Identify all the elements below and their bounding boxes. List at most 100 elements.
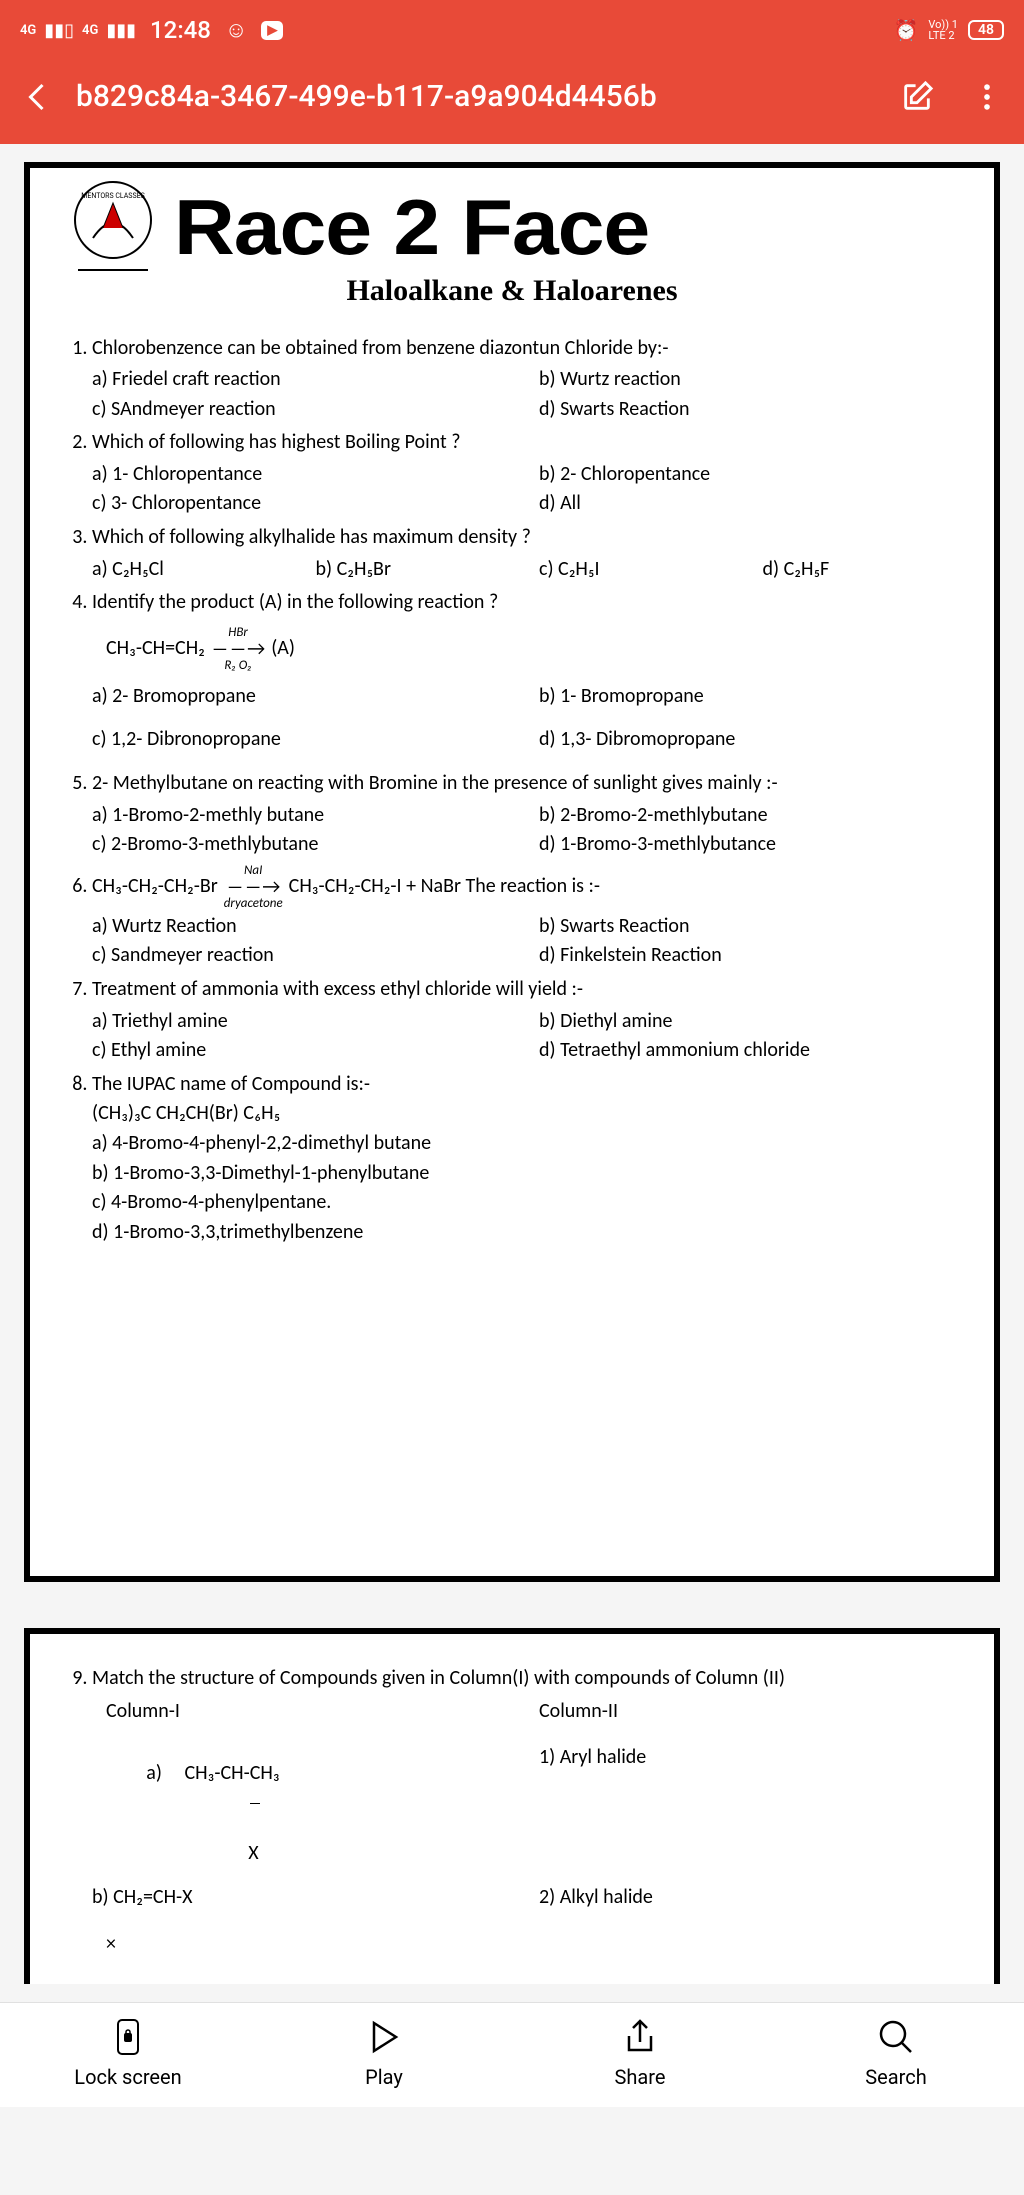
question-5: 2- Methylbutane on reacting with Bromine… [92, 769, 966, 860]
edit-icon[interactable] [900, 80, 934, 114]
youtube-icon: ▶ [261, 21, 283, 40]
play-button[interactable]: Play [256, 2017, 512, 2089]
q9-col2: Column-II [539, 1697, 966, 1727]
battery-level: 48 [968, 20, 1004, 40]
svg-text:MENTORS CLASSES: MENTORS CLASSES [81, 192, 145, 200]
q9-a-formula: a) CH₃-CH-CH₃ [146, 1761, 279, 1785]
question-2: Which of following has highest Boiling P… [92, 428, 966, 519]
share-icon [620, 2017, 660, 2057]
q9-row-a-left: a) CH₃-CH-CH₃ X [92, 1743, 519, 1883]
document-page-1: MENTORS CLASSES Race 2 Face Haloalkane &… [24, 162, 1000, 1582]
q5-opt-d: d) 1-Bromo-3-methlybutance [539, 830, 966, 860]
more-icon[interactable] [970, 80, 1004, 114]
q4-product: (A) [271, 634, 295, 664]
q8-stem: The IUPAC name of Compound is:- [92, 1072, 370, 1096]
q1-stem: Chlorobenzence can be obtained from benz… [92, 336, 668, 360]
chapter-subtitle: Haloalkane & Haloarenes [58, 274, 966, 308]
question-6: CH₃-CH₂-CH₂-Br NaI ――→ dryacetone CH₃-CH… [92, 864, 966, 971]
q5-opt-c: c) 2-Bromo-3-methlybutane [92, 830, 519, 860]
question-7: Treatment of ammonia with excess ethyl c… [92, 975, 966, 1066]
signal-1: 4G [20, 23, 36, 38]
q4-opt-b: b) 1- Bromopropane [539, 682, 966, 712]
question-9: Match the structure of Compounds given i… [92, 1664, 966, 1960]
q2-opt-c: c) 3- Chloropentance [92, 489, 519, 519]
q8-opt-d: d) 1-Bromo-3,3,trimethylbenzene [92, 1218, 966, 1248]
q8-molecule: (CH₃)₃C CH₂CH(Br) C₆H₅ [92, 1099, 966, 1129]
q7-opt-b: b) Diethyl amine [539, 1007, 966, 1037]
back-icon[interactable] [20, 79, 56, 115]
q3-stem: Which of following alkylhalide has maxim… [92, 525, 531, 549]
document-viewport[interactable]: MENTORS CLASSES Race 2 Face Haloalkane &… [0, 144, 1024, 2002]
play-label: Play [365, 2065, 403, 2089]
q1-opt-d: d) Swarts Reaction [539, 395, 966, 425]
document-page-2: Match the structure of Compounds given i… [24, 1628, 1000, 1984]
q8-opt-a: a) 4-Bromo-4-phenyl-2,2-dimethyl butane [92, 1129, 966, 1159]
q7-opt-c: c) Ethyl amine [92, 1036, 519, 1066]
q3-opt-b: b) C₂H₅Br [316, 555, 520, 585]
q4-reaction: CH₃-CH=CH₂ HBr ――→ R₂ O₂ (A) [106, 626, 966, 672]
network-label: Vo)) 1 LTE 2 [928, 19, 958, 41]
q1-opt-c: c) SAndmeyer reaction [92, 395, 519, 425]
q8-opt-c: c) 4-Bromo-4-phenylpentane. [92, 1188, 966, 1218]
reaction-arrow-icon: HBr ――→ R₂ O₂ [211, 626, 265, 672]
play-icon [364, 2017, 404, 2057]
search-label: Search [865, 2065, 926, 2089]
q9-col1: Column-I [106, 1697, 519, 1727]
q3-opt-c: c) C₂H₅I [539, 555, 743, 585]
question-list-2: Match the structure of Compounds given i… [58, 1664, 966, 1960]
q9-row-a-right: 1) Aryl halide [539, 1743, 966, 1773]
q2-opt-b: b) 2- Chloropentance [539, 460, 966, 490]
signal-2: 4G [82, 23, 98, 38]
q4-opt-c: c) 1,2- Dibronopropane [92, 725, 519, 755]
q7-opt-a: a) Triethyl amine [92, 1007, 519, 1037]
status-bar: 4G ▮▮▯ 4G ▮▮▮ 12:48 ☺ ▶ ⏰ Vo)) 1 LTE 2 4… [0, 0, 1024, 60]
q2-opt-a: a) 1- Chloropentance [92, 460, 519, 490]
question-3: Which of following alkylhalide has maxim… [92, 523, 966, 584]
document-title: b829c84a-3467-499e-b117-a9a904d4456b [76, 78, 884, 116]
q9-marker: × [106, 1930, 966, 1960]
brand-logo-icon: MENTORS CLASSES [58, 178, 168, 278]
q9-a-x: X [248, 1841, 258, 1865]
q9-row-b-right: 2) Alkyl halide [539, 1883, 966, 1913]
q6-rhs: CH₃-CH₂-CH₂-I + NaBr The reaction is :- [289, 872, 600, 902]
q1-opt-b: b) Wurtz reaction [539, 365, 966, 395]
q4-stem: Identify the product (A) in the followin… [92, 590, 498, 614]
q5-opt-b: b) 2-Bromo-2-methlybutane [539, 801, 966, 831]
q4-arrow-bot: R₂ O₂ [224, 659, 251, 672]
alarm-icon: ⏰ [893, 18, 918, 42]
q5-stem: 2- Methylbutane on reacting with Bromine… [92, 771, 778, 795]
q4-reagent: CH₃-CH=CH₂ [106, 634, 205, 664]
q6-reaction: CH₃-CH₂-CH₂-Br NaI ――→ dryacetone CH₃-CH… [92, 864, 966, 910]
q7-opt-d: d) Tetraethyl ammonium chloride [539, 1036, 966, 1066]
q2-stem: Which of following has highest Boiling P… [92, 430, 461, 454]
q1-opt-a: a) Friedel craft reaction [92, 365, 519, 395]
status-left: 4G ▮▮▯ 4G ▮▮▮ 12:48 ☺ ▶ [20, 16, 283, 44]
q9-stem: Match the structure of Compounds given i… [92, 1666, 785, 1690]
status-right: ⏰ Vo)) 1 LTE 2 48 [893, 18, 1004, 42]
q9-row-b-left: b) CH₂=CH-X [92, 1883, 519, 1913]
brand-row: MENTORS CLASSES Race 2 Face [58, 178, 966, 278]
clock-time: 12:48 [150, 16, 211, 44]
bottom-toolbar: Lock screen Play Share Search [0, 2002, 1024, 2107]
q6-opt-b: b) Swarts Reaction [539, 912, 966, 942]
signal-bars-icon: ▮▮▯ [44, 20, 74, 41]
lockscreen-button[interactable]: Lock screen [0, 2017, 256, 2089]
question-1: Chlorobenzence can be obtained from benz… [92, 334, 966, 425]
question-list: Chlorobenzence can be obtained from benz… [58, 334, 966, 1248]
question-4: Identify the product (A) in the followin… [92, 588, 966, 755]
q8-opt-b: b) 1-Bromo-3,3-Dimethyl-1-phenylbutane [92, 1159, 966, 1189]
messenger-icon: ☺ [225, 17, 247, 43]
share-button[interactable]: Share [512, 2017, 768, 2089]
q2-opt-d: d) All [539, 489, 966, 519]
share-label: Share [615, 2065, 666, 2089]
lockscreen-label: Lock screen [74, 2065, 181, 2089]
app-header: b829c84a-3467-499e-b117-a9a904d4456b [0, 60, 1024, 144]
brand-title: Race 2 Face [174, 182, 649, 273]
q3-opt-a: a) C₂H₅Cl [92, 555, 296, 585]
q4-opt-d: d) 1,3- Dibromopropane [539, 725, 966, 755]
q7-stem: Treatment of ammonia with excess ethyl c… [92, 977, 583, 1001]
question-8: The IUPAC name of Compound is:- (CH₃)₃C … [92, 1070, 966, 1248]
q6-opt-c: c) Sandmeyer reaction [92, 941, 519, 971]
search-button[interactable]: Search [768, 2017, 1024, 2089]
q6-arrow-bot: dryacetone [224, 897, 283, 910]
